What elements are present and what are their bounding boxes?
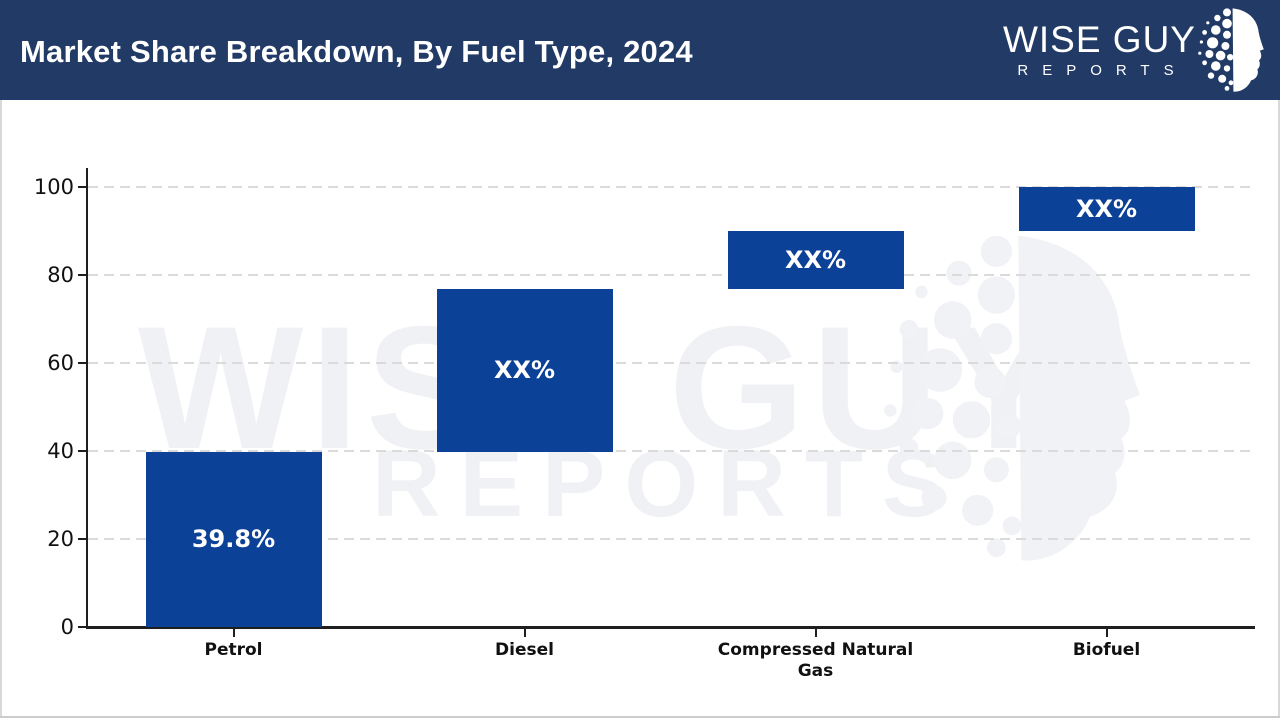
- logo-text: WISE GUY REPORTS: [1002, 19, 1196, 80]
- y-tick-80: [78, 274, 87, 276]
- x-tick-biofuel: [1105, 629, 1108, 637]
- gridline-60: [88, 362, 1252, 364]
- bar-value-label-compressed-natural-gas: XX%: [784, 246, 847, 275]
- gridline-40: [88, 450, 1252, 452]
- x-tick-diesel: [523, 629, 526, 637]
- chart-area: WISE GUY REPORTS 0 20 40 60 80 100 39.8% XX% XX…: [0, 100, 1280, 718]
- y-tick-20: [78, 538, 87, 540]
- card-bottom-border: [0, 716, 1280, 718]
- gridline-80: [88, 274, 1252, 276]
- x-axis-label-biofuel: Biofuel: [1072, 640, 1141, 660]
- bar-biofuel: [1018, 187, 1195, 231]
- y-tick-40: [78, 450, 87, 452]
- card-right-border: [1278, 100, 1280, 718]
- bar-diesel: [436, 289, 613, 452]
- y-tick-label-40: 40: [47, 439, 74, 463]
- logo-subtext: REPORTS: [1017, 62, 1188, 79]
- wiseguy-logo: WISE GUY REPORTS: [1003, 0, 1272, 100]
- bar-compressed-natural-gas: [727, 231, 904, 290]
- gridline-100: [88, 186, 1252, 188]
- gridline-20: [88, 538, 1252, 540]
- y-tick-0: [78, 626, 87, 628]
- y-tick-100: [78, 186, 87, 188]
- y-tick-label-80: 80: [47, 263, 74, 287]
- bar-value-label-biofuel: XX%: [1075, 195, 1138, 223]
- bar-petrol: [145, 451, 322, 627]
- x-axis-label-diesel: Diesel: [495, 640, 554, 660]
- logo-wordmark: WISE GUY: [1002, 19, 1196, 60]
- y-tick-60: [78, 362, 87, 364]
- y-tick-label-60: 60: [47, 351, 74, 375]
- y-axis: [86, 168, 88, 629]
- header-bar: Market Share Breakdown, By Fuel Type, 20…: [0, 0, 1280, 100]
- x-tick-petrol: [232, 629, 235, 637]
- bar-value-label-petrol: 39.8%: [191, 525, 276, 554]
- x-axis-label-compressed-natural-gas: Compressed Natural Gas: [717, 640, 914, 681]
- logo-head-icon: [1198, 8, 1264, 92]
- x-tick-compressed-natural-gas: [814, 629, 817, 637]
- y-tick-label-0: 0: [60, 615, 74, 639]
- card-left-border: [0, 100, 2, 718]
- bar-value-label-diesel: XX%: [493, 356, 556, 385]
- page-title: Market Share Breakdown, By Fuel Type, 20…: [20, 34, 693, 69]
- y-tick-label-100: 100: [33, 175, 74, 199]
- x-axis: [86, 626, 1255, 629]
- y-tick-label-20: 20: [47, 527, 74, 551]
- x-axis-label-petrol: Petrol: [204, 640, 263, 660]
